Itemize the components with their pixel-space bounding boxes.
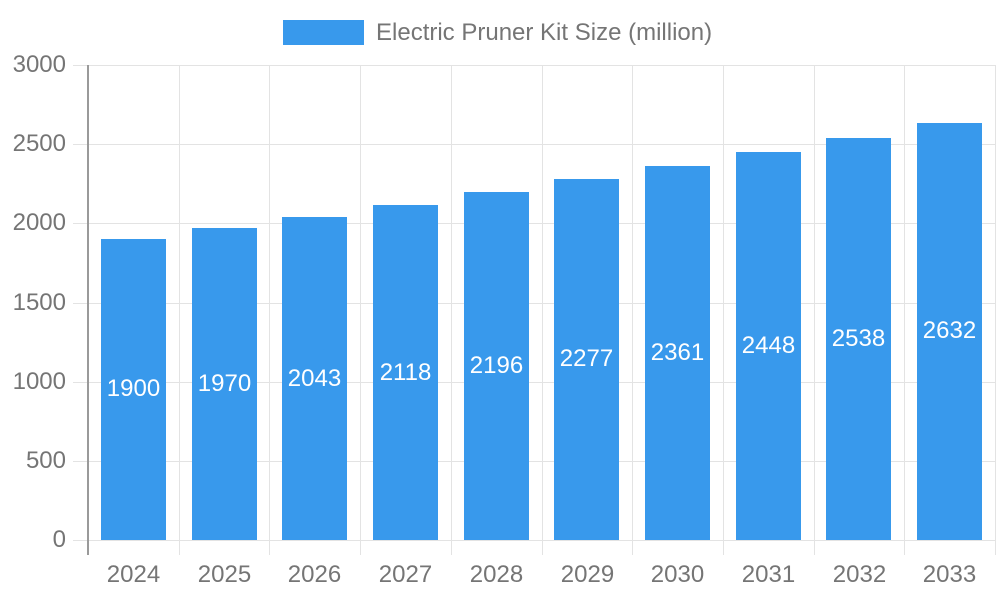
bar-2028[interactable]: 2196: [464, 192, 529, 540]
x-gridline: [542, 65, 543, 555]
bar-2029[interactable]: 2277: [554, 179, 619, 540]
x-axis-tick-label: 2029: [560, 561, 615, 588]
x-gridline: [632, 65, 633, 555]
x-axis-tick-label: 2033: [922, 561, 977, 588]
bar-value-label: 2632: [922, 317, 977, 344]
y-axis-tick-label: 0: [52, 526, 66, 553]
y-axis-tick-label: 2500: [12, 130, 66, 157]
y-axis-tick-label: 2000: [12, 209, 66, 236]
x-axis-tick-label: 2025: [197, 561, 252, 588]
bar-2030[interactable]: 2361: [645, 166, 710, 540]
x-axis-tick-label: 2027: [378, 561, 433, 588]
x-axis-tick-label: 2031: [741, 561, 796, 588]
bar-2033[interactable]: 2632: [917, 123, 982, 540]
y-axis-tick-label: 1000: [12, 368, 66, 395]
bar-2024[interactable]: 1900: [101, 239, 166, 540]
bar-2026[interactable]: 2043: [282, 217, 347, 540]
x-gridline: [814, 65, 815, 555]
bar-2025[interactable]: 1970: [192, 228, 257, 540]
legend-swatch-icon: [283, 20, 364, 45]
x-gridline: [360, 65, 361, 555]
bar-value-label: 1970: [197, 370, 252, 397]
bar-2027[interactable]: 2118: [373, 205, 438, 540]
y-gridline: [73, 65, 995, 66]
bar-value-label: 2043: [287, 365, 342, 392]
bar-2031[interactable]: 2448: [736, 152, 801, 540]
x-axis-tick-label: 2026: [287, 561, 342, 588]
bar-value-label: 1900: [106, 375, 161, 402]
y-gridline: [73, 461, 995, 462]
bar-value-label: 2118: [379, 359, 432, 386]
x-gridline: [723, 65, 724, 555]
x-gridline: [179, 65, 180, 555]
chart-legend[interactable]: Electric Pruner Kit Size (million): [283, 20, 712, 45]
x-gridline: [995, 65, 996, 555]
x-axis-tick-label: 2028: [469, 561, 524, 588]
bar-2032[interactable]: 2538: [826, 138, 891, 540]
y-axis-tick-label: 3000: [12, 51, 66, 78]
y-axis-tick-label: 1500: [12, 289, 66, 316]
y-gridline: [73, 303, 995, 304]
x-gridline: [269, 65, 270, 555]
y-gridline: [73, 144, 995, 145]
x-gridline: [451, 65, 452, 555]
bar-value-label: 2538: [831, 325, 886, 352]
bar-value-label: 2448: [741, 332, 796, 359]
x-axis-tick-label: 2024: [106, 561, 161, 588]
bar-value-label: 2361: [650, 339, 705, 366]
x-gridline: [904, 65, 905, 555]
y-gridline: [73, 223, 995, 224]
y-axis-tick-label: 500: [25, 447, 66, 474]
x-axis-tick-label: 2032: [832, 561, 887, 588]
legend-label: Electric Pruner Kit Size (million): [376, 19, 713, 46]
bar-value-label: 2196: [469, 352, 524, 379]
x-axis-tick-label: 2030: [650, 561, 705, 588]
y-gridline: [73, 382, 995, 383]
bar-value-label: 2277: [559, 345, 614, 372]
y-gridline: [73, 540, 995, 541]
y-axis-line: [87, 65, 89, 555]
